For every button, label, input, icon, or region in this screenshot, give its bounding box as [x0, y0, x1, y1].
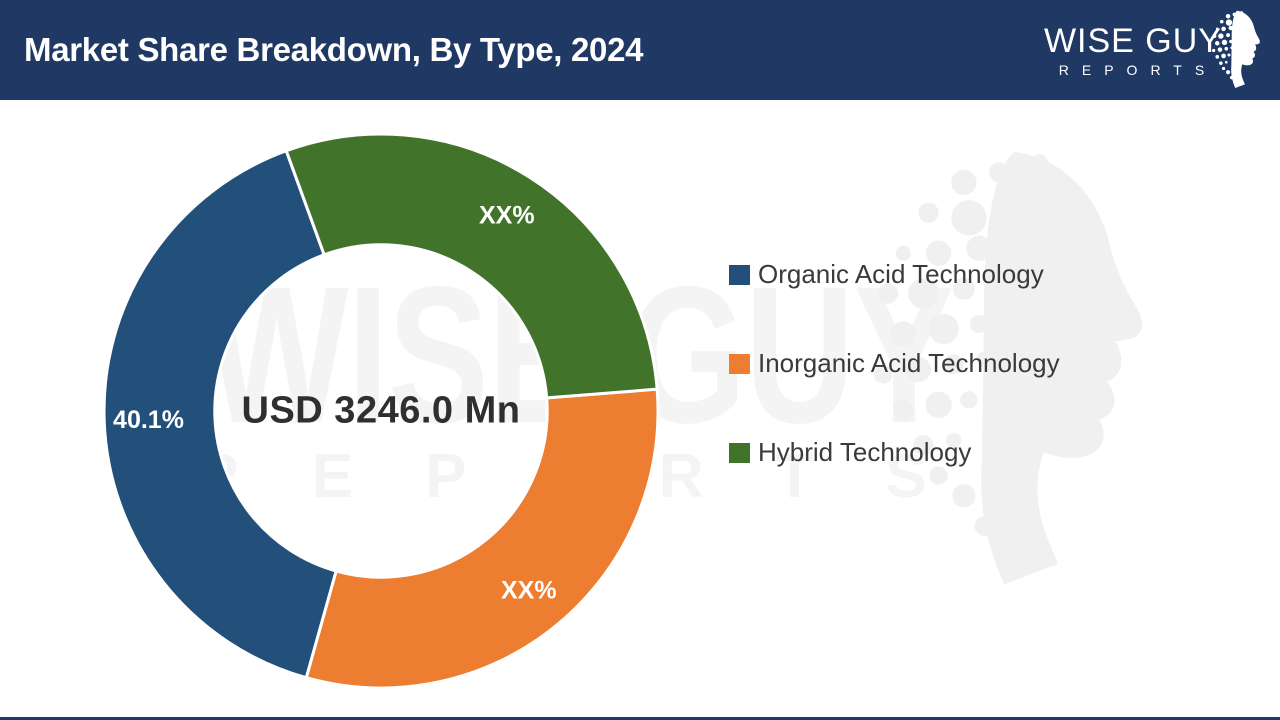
- legend-item-inorganic: Inorganic Acid Technology: [729, 348, 1060, 379]
- footer-bar: [0, 717, 1280, 720]
- logo-line2: REPORTS: [1058, 61, 1218, 78]
- logo-face-icon: [1212, 10, 1260, 88]
- header-bar: Market Share Breakdown, By Type, 2024 WI…: [0, 0, 1280, 100]
- logo-line1: WISE GUY: [1043, 21, 1222, 60]
- slice-label: XX%: [479, 201, 535, 229]
- legend-label-hybrid: Hybrid Technology: [758, 437, 972, 467]
- legend-label-organic: Organic Acid Technology: [758, 259, 1044, 289]
- legend-swatch-organic: [729, 264, 750, 285]
- wiseguy-logo: WISE GUY REPORTS: [1044, 9, 1266, 92]
- legend-label-inorganic: Inorganic Acid Technology: [758, 348, 1060, 378]
- pie-slice: [284, 132, 659, 400]
- pie-slice: [102, 148, 339, 680]
- legend: Organic Acid Technology Inorganic Acid T…: [729, 259, 1060, 468]
- logo-text: WISE GUY REPORTS: [1044, 24, 1222, 77]
- legend-item-organic: Organic Acid Technology: [729, 259, 1060, 290]
- legend-swatch-hybrid: [729, 442, 750, 463]
- pie-slice: [304, 387, 660, 690]
- slice-label: 40.1%: [113, 406, 184, 434]
- page-title: Market Share Breakdown, By Type, 2024: [24, 31, 644, 68]
- legend-item-hybrid: Hybrid Technology: [729, 437, 1060, 468]
- center-value-label: USD 3246.0 Mn: [241, 389, 521, 432]
- legend-swatch-inorganic: [729, 353, 750, 374]
- slice-label: XX%: [501, 577, 557, 605]
